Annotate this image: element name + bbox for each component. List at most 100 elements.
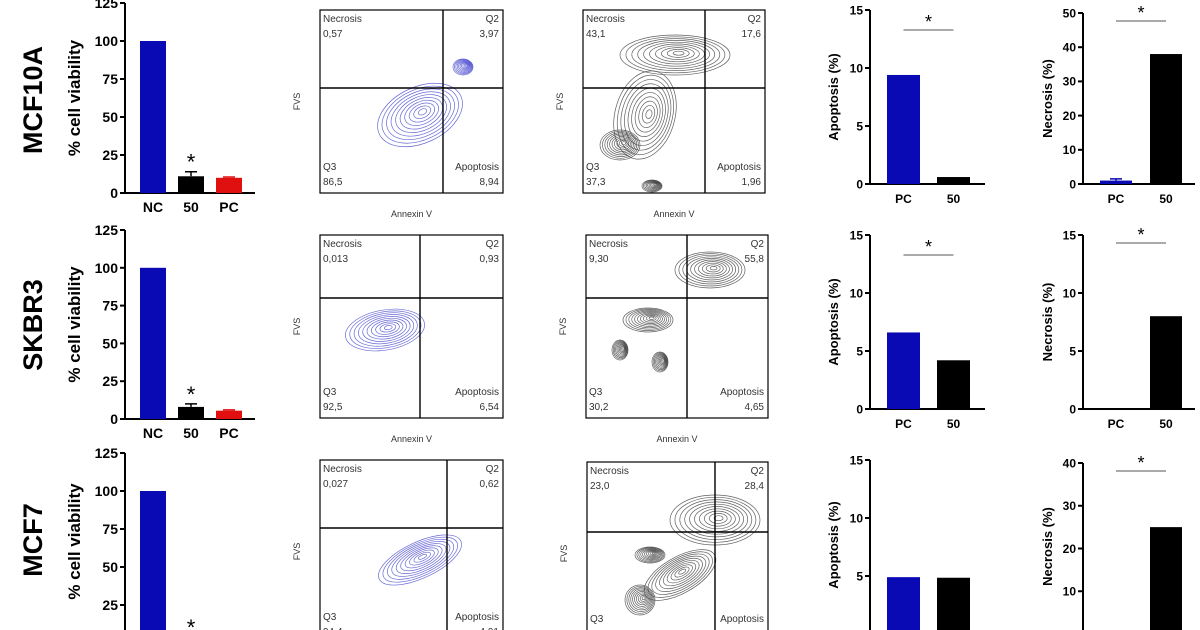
y-tick-label: 20 [1063, 542, 1077, 556]
contour-line [641, 105, 656, 124]
contour-line [631, 310, 668, 329]
contour-line [657, 355, 667, 367]
contour-line [621, 141, 626, 146]
bar-PC [1100, 180, 1132, 184]
contour-line [387, 538, 455, 580]
contour-line [621, 346, 626, 351]
contour-line [640, 313, 661, 324]
quadrant-ll-name: Q3 [590, 614, 604, 625]
contour-line [645, 315, 657, 322]
contour-line [452, 58, 474, 76]
contour-line [637, 312, 663, 326]
quadrant-lr-name: Apoptosis [455, 162, 499, 173]
contour-line [413, 551, 431, 563]
contour-line [418, 553, 428, 560]
significance-star: * [1137, 3, 1144, 23]
contour-line [660, 47, 695, 60]
bar-NC [140, 267, 166, 419]
quadrant-ur-name: Q2 [486, 14, 500, 25]
contour-line [622, 346, 625, 350]
plot-frame [585, 234, 769, 419]
contour-line [417, 108, 428, 116]
x-tick-label: NC [143, 425, 163, 441]
contour-line [666, 49, 690, 58]
y-tick-label: 15 [1063, 228, 1077, 242]
contour-line [678, 253, 743, 287]
contour-line [399, 97, 443, 130]
plot-frame [586, 461, 769, 630]
contour-line [678, 568, 687, 575]
plot-frame [319, 234, 504, 419]
contour-line [377, 82, 463, 148]
SKBR3-viability-chart: 0 25 50 75 100 125 % cell viability NC 50 PC * [65, 222, 255, 441]
contour-line [709, 266, 718, 271]
contour-line [381, 85, 459, 144]
x-tick-label: 50 [1159, 417, 1173, 431]
x-tick-label: NC [143, 199, 163, 215]
contour-line [647, 550, 658, 557]
contour-line [599, 129, 641, 161]
quadrant-ul-name: Necrosis [323, 464, 362, 475]
plot-frame [319, 459, 504, 630]
y-axis-label: Apoptosis (%) [826, 278, 841, 365]
contour-line [638, 547, 664, 562]
quadrant-ll-name: Q3 [586, 162, 600, 173]
contour-line [619, 34, 731, 76]
contour-line [400, 545, 443, 572]
SKBR3-apoptosis-chart: 0 5 10 15 Apoptosis (%) PC 50 * [826, 228, 985, 431]
MCF10A-apoptosis-chart: 0 5 10 15 Apoptosis (%) PC 50 * [826, 3, 985, 206]
y-tick-label: 5 [856, 569, 863, 583]
contour-line [454, 59, 473, 75]
bar-NC [140, 491, 166, 630]
quadrant-ur-name: Q2 [748, 14, 762, 25]
contour-line [624, 584, 656, 616]
contour-line [713, 515, 724, 522]
contour-line [459, 61, 471, 71]
density-contours [624, 494, 761, 616]
x-axis-label: Annexin V [391, 434, 432, 444]
contour-line [689, 503, 744, 535]
contour-line [659, 557, 703, 590]
y-tick-label: 5 [1069, 344, 1076, 358]
contour-line [461, 62, 470, 70]
MCF10A-control-chart: Necrosis 0,57 Q2 3,97 Q3 86,5 Apoptosis 8,94 FVS… [292, 9, 504, 219]
y-axis-label: % cell viability [65, 266, 84, 383]
contour-line [383, 325, 393, 331]
bar-NC [140, 41, 166, 193]
contour-line [618, 344, 626, 354]
contour-line [625, 36, 726, 74]
contour-line [349, 310, 422, 349]
contour-line [616, 74, 674, 155]
contour-line [660, 357, 666, 364]
contour-line [616, 342, 627, 356]
quadrant-lr-name: Apoptosis [455, 612, 499, 623]
y-tick-label: 10 [1063, 143, 1077, 157]
y-tick-label: 125 [95, 445, 119, 461]
bar-PC [216, 410, 242, 419]
error-bar [1110, 178, 1122, 181]
contour-line [386, 88, 455, 141]
contour-line [358, 314, 415, 345]
y-axis-label: Necrosis (%) [1040, 59, 1055, 138]
contour-line [609, 134, 634, 154]
bar-PC [216, 177, 242, 193]
bar-50 [178, 176, 204, 193]
y-tick-label: 0 [110, 185, 118, 201]
y-tick-label: 125 [95, 222, 119, 238]
quadrant-lr-name: Apoptosis [455, 387, 499, 398]
contour-line [382, 536, 458, 583]
x-tick-label: PC [219, 425, 238, 441]
contour-line [649, 43, 705, 65]
contour-line [622, 307, 674, 333]
MCF7-viability-chart: 25 50 75 100 125 % cell viability * [65, 445, 196, 630]
x-tick-label: PC [1108, 417, 1125, 431]
quadrant-ur-name: Q2 [486, 239, 500, 250]
contour-line [631, 38, 721, 71]
quadrant-ul-name: Necrosis [323, 239, 362, 250]
contour-line [636, 547, 665, 563]
contour-line [634, 311, 665, 327]
quadrant-ul-name: Necrosis [586, 14, 625, 25]
quadrant-lr-value: 6,54 [480, 402, 500, 413]
contour-line [404, 547, 439, 569]
quadrant-ur-value: 17,6 [742, 29, 762, 40]
